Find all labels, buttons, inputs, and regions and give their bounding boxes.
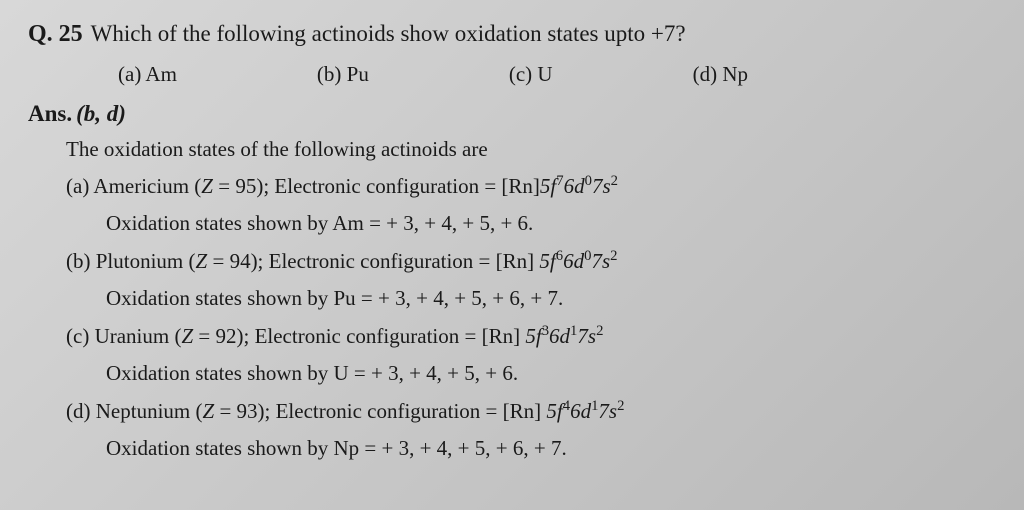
item-b-config-prefix: Electronic configuration = xyxy=(269,249,491,273)
explanation-intro: The oxidation states of the following ac… xyxy=(66,137,996,162)
item-a-7s: 7s xyxy=(592,174,611,198)
item-b-z-label: Z xyxy=(196,249,208,273)
item-d-6d: 6d xyxy=(570,399,591,423)
option-a-label: (a) xyxy=(118,62,141,86)
option-b: (b) Pu xyxy=(317,62,369,87)
item-b-5f-sup: 6 xyxy=(556,248,563,264)
question-text: Which of the following actinoids show ox… xyxy=(91,18,686,50)
item-a-ox-symbol: Am xyxy=(332,211,364,235)
option-d: (d) Np xyxy=(693,62,748,87)
option-c-value: U xyxy=(537,62,552,86)
explanation-item-a: (a) Americium (Z = 95); Electronic confi… xyxy=(66,170,996,203)
item-b-6d: 6d xyxy=(563,249,584,273)
explanation-item-b: (b) Plutonium (Z = 94); Electronic confi… xyxy=(66,245,996,278)
item-c-config-prefix: Electronic configuration = xyxy=(255,324,477,348)
answer-line: Ans. (b, d) xyxy=(28,101,996,127)
item-a-label: (a) xyxy=(66,174,89,198)
item-d-config-core: [Rn] xyxy=(503,399,542,423)
item-a-ox-prefix: Oxidation states shown by xyxy=(106,211,328,235)
item-a-ox-values: = + 3, + 4, + 5, + 6. xyxy=(369,211,533,235)
option-b-value: Pu xyxy=(347,62,369,86)
item-a-5f: 5f xyxy=(540,174,556,198)
item-d-7s: 7s xyxy=(598,399,617,423)
item-b-z-value: 94 xyxy=(230,249,251,273)
item-d-7s-sup: 2 xyxy=(617,398,624,414)
option-b-label: (b) xyxy=(317,62,342,86)
item-c-z-label: Z xyxy=(181,324,193,348)
item-b-label: (b) xyxy=(66,249,91,273)
item-a-6d-sup: 0 xyxy=(585,173,592,189)
option-c: (c) U xyxy=(509,62,553,87)
item-b-name: Plutonium xyxy=(96,249,184,273)
item-c-6d: 6d xyxy=(549,324,570,348)
item-d-oxidation: Oxidation states shown by Np = + 3, + 4,… xyxy=(106,432,996,465)
answer-prefix: Ans. xyxy=(28,101,72,126)
item-c-ox-prefix: Oxidation states shown by xyxy=(106,361,328,385)
item-a-5f-sup: 7 xyxy=(556,173,563,189)
item-a-z-label: Z xyxy=(201,174,213,198)
item-a-config-prefix: Electronic configuration = xyxy=(274,174,496,198)
item-a-7s-sup: 2 xyxy=(611,173,618,189)
item-c-z-value: 92 xyxy=(216,324,237,348)
options-row: (a) Am (b) Pu (c) U (d) Np xyxy=(118,62,996,87)
answer-value: (b, d) xyxy=(76,101,126,126)
question-header: Q. 25 Which of the following actinoids s… xyxy=(28,18,996,50)
explanation-item-c: (c) Uranium (Z = 92); Electronic configu… xyxy=(66,320,996,353)
item-c-7s: 7s xyxy=(577,324,596,348)
item-c-7s-sup: 2 xyxy=(596,323,603,339)
option-a: (a) Am xyxy=(118,62,177,87)
item-d-ox-values: = + 3, + 4, + 5, + 6, + 7. xyxy=(364,436,566,460)
item-d-z-label: Z xyxy=(203,399,215,423)
item-d-config-prefix: Electronic configuration = xyxy=(276,399,498,423)
question-number: 25 xyxy=(59,21,83,48)
item-b-ox-values: = + 3, + 4, + 5, + 6, + 7. xyxy=(361,286,563,310)
item-c-name: Uranium xyxy=(95,324,170,348)
item-b-7s: 7s xyxy=(591,249,610,273)
question-prefix: Q. xyxy=(28,21,53,48)
option-d-label: (d) xyxy=(693,62,718,86)
item-d-ox-symbol: Np xyxy=(333,436,359,460)
explanation-item-d: (d) Neptunium (Z = 93); Electronic confi… xyxy=(66,395,996,428)
item-c-5f: 5f xyxy=(525,324,541,348)
item-d-z-value: 93 xyxy=(237,399,258,423)
item-c-label: (c) xyxy=(66,324,89,348)
item-c-config-core: [Rn] xyxy=(482,324,521,348)
item-a-6d: 6d xyxy=(564,174,585,198)
option-a-value: Am xyxy=(145,62,177,86)
item-b-config-core: [Rn] xyxy=(496,249,535,273)
item-a-config-core: [Rn] xyxy=(501,174,540,198)
item-b-oxidation: Oxidation states shown by Pu = + 3, + 4,… xyxy=(106,282,996,315)
item-a-z-value: 95 xyxy=(235,174,256,198)
item-d-5f: 5f xyxy=(546,399,562,423)
item-d-ox-prefix: Oxidation states shown by xyxy=(106,436,328,460)
item-b-7s-sup: 2 xyxy=(610,248,617,264)
item-b-ox-prefix: Oxidation states shown by xyxy=(106,286,328,310)
item-a-oxidation: Oxidation states shown by Am = + 3, + 4,… xyxy=(106,207,996,240)
item-c-5f-sup: 3 xyxy=(542,323,549,339)
item-a-name: Americium xyxy=(93,174,189,198)
item-b-5f: 5f xyxy=(539,249,555,273)
item-d-5f-sup: 4 xyxy=(563,398,570,414)
item-c-oxidation: Oxidation states shown by U = + 3, + 4, … xyxy=(106,357,996,390)
item-c-ox-values: = + 3, + 4, + 5, + 6. xyxy=(354,361,518,385)
item-d-label: (d) xyxy=(66,399,91,423)
item-c-ox-symbol: U xyxy=(333,361,348,385)
item-b-ox-symbol: Pu xyxy=(333,286,355,310)
option-c-label: (c) xyxy=(509,62,532,86)
item-d-name: Neptunium xyxy=(96,399,191,423)
option-d-value: Np xyxy=(722,62,748,86)
